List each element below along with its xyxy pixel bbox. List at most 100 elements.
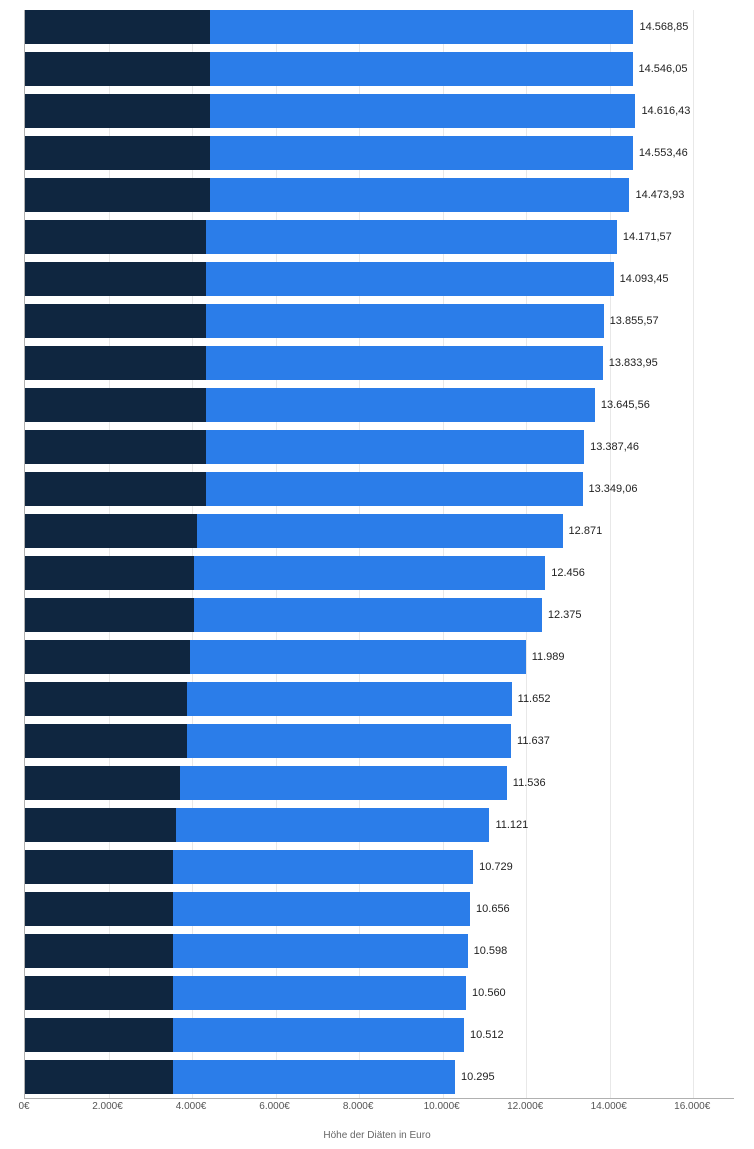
bar-segment-b (173, 976, 466, 1010)
bar-segment-a (25, 52, 210, 86)
bar-segment-a (25, 1018, 173, 1052)
bar-segment-b (194, 556, 545, 590)
bar-value-label: 11.637 (517, 735, 550, 747)
bar-row: 11.536 (25, 766, 734, 800)
bar-value-label: 10.729 (479, 861, 513, 873)
bar-segment-a (25, 808, 176, 842)
bar-row: 14.171,57 (25, 220, 734, 254)
bar-segment-a (25, 556, 194, 590)
bar-row: 14.093,45 (25, 262, 734, 296)
bar-segment-a (25, 10, 210, 44)
bar-segment-a (25, 178, 210, 212)
bar-row: 11.652 (25, 682, 734, 716)
x-tick-label: 6.000€ (259, 1101, 290, 1112)
bar-row: 10.512 (25, 1018, 734, 1052)
bar-value-label: 11.121 (495, 819, 528, 831)
bar-segment-b (197, 514, 562, 548)
bar-segment-b (210, 10, 634, 44)
x-tick-label: 0€ (18, 1101, 29, 1112)
bar-row: 12.456 (25, 556, 734, 590)
bar-row: 14.568,85 (25, 10, 734, 44)
bar-row: 14.553,46 (25, 136, 734, 170)
bar-value-label: 11.536 (513, 777, 546, 789)
bar-value-label: 14.616,43 (641, 105, 690, 117)
bar-row: 14.546,05 (25, 52, 734, 86)
bar-segment-b (176, 808, 489, 842)
bar-segment-b (206, 304, 603, 338)
bar-segment-a (25, 598, 194, 632)
bar-segment-a (25, 388, 206, 422)
bar-value-label: 12.456 (551, 567, 585, 579)
x-tick-label: 8.000€ (343, 1101, 374, 1112)
bar-segment-b (210, 178, 630, 212)
bar-segment-a (25, 640, 190, 674)
bar-segment-a (25, 850, 173, 884)
bar-segment-a (25, 934, 173, 968)
bar-segment-a (25, 94, 210, 128)
bar-segment-b (206, 220, 617, 254)
bar-row: 13.645,56 (25, 388, 734, 422)
bar-segment-b (210, 136, 633, 170)
bar-segment-b (206, 346, 603, 380)
bar-segment-a (25, 430, 206, 464)
x-tick-label: 12.000€ (507, 1101, 543, 1112)
bar-value-label: 14.171,57 (623, 231, 672, 243)
bar-segment-b (173, 1060, 455, 1094)
bar-segment-a (25, 766, 180, 800)
bar-segment-b (173, 850, 473, 884)
bar-segment-b (190, 640, 525, 674)
bar-segment-b (173, 892, 470, 926)
bar-segment-b (187, 682, 512, 716)
bar-row: 12.375 (25, 598, 734, 632)
bar-segment-a (25, 220, 206, 254)
bar-value-label: 12.871 (569, 525, 603, 537)
bar-row: 10.295 (25, 1060, 734, 1094)
bar-segment-b (206, 472, 582, 506)
bar-segment-b (173, 1018, 464, 1052)
bar-segment-a (25, 262, 206, 296)
bar-row: 13.855,57 (25, 304, 734, 338)
bar-segment-a (25, 682, 187, 716)
bar-value-label: 10.656 (476, 903, 510, 915)
bar-value-label: 11.989 (532, 651, 565, 663)
bar-row: 10.598 (25, 934, 734, 968)
bar-segment-a (25, 514, 197, 548)
bar-segment-b (194, 598, 542, 632)
bar-row: 14.473,93 (25, 178, 734, 212)
bar-row: 10.656 (25, 892, 734, 926)
bar-value-label: 10.512 (470, 1029, 504, 1041)
bar-segment-a (25, 1060, 173, 1094)
bar-segment-a (25, 976, 173, 1010)
bar-value-label: 13.855,57 (610, 315, 659, 327)
x-tick-label: 14.000€ (591, 1101, 627, 1112)
x-tick-label: 10.000€ (424, 1101, 460, 1112)
bar-value-label: 14.553,46 (639, 147, 688, 159)
bar-segment-b (206, 388, 595, 422)
bar-value-label: 13.349,06 (589, 483, 638, 495)
bar-segment-b (206, 430, 584, 464)
bar-value-label: 13.833,95 (609, 357, 658, 369)
bar-value-label: 14.546,05 (639, 63, 688, 75)
bar-value-label: 14.093,45 (620, 273, 669, 285)
bar-row: 13.387,46 (25, 430, 734, 464)
bar-row: 11.121 (25, 808, 734, 842)
bar-value-label: 12.375 (548, 609, 582, 621)
bar-row: 13.833,95 (25, 346, 734, 380)
bar-segment-b (187, 724, 511, 758)
x-tick-label: 2.000€ (92, 1101, 123, 1112)
bar-segment-a (25, 346, 206, 380)
bar-row: 14.616,43 (25, 94, 734, 128)
bar-segment-b (180, 766, 507, 800)
bar-value-label: 10.560 (472, 987, 506, 999)
bar-value-label: 14.568,85 (639, 21, 688, 33)
x-axis: 0€2.000€4.000€6.000€8.000€10.000€12.000€… (24, 1101, 734, 1121)
bar-segment-a (25, 472, 206, 506)
bar-row: 12.871 (25, 514, 734, 548)
bar-segment-b (210, 94, 636, 128)
x-tick-label: 4.000€ (176, 1101, 207, 1112)
bar-segment-b (206, 262, 613, 296)
bar-value-label: 14.473,93 (635, 189, 684, 201)
bar-value-label: 13.645,56 (601, 399, 650, 411)
chart-container: 14.568,85 14.546,05 14.616,43 14.553,46 14.4… (0, 0, 754, 1149)
bar-row: 13.349,06 (25, 472, 734, 506)
